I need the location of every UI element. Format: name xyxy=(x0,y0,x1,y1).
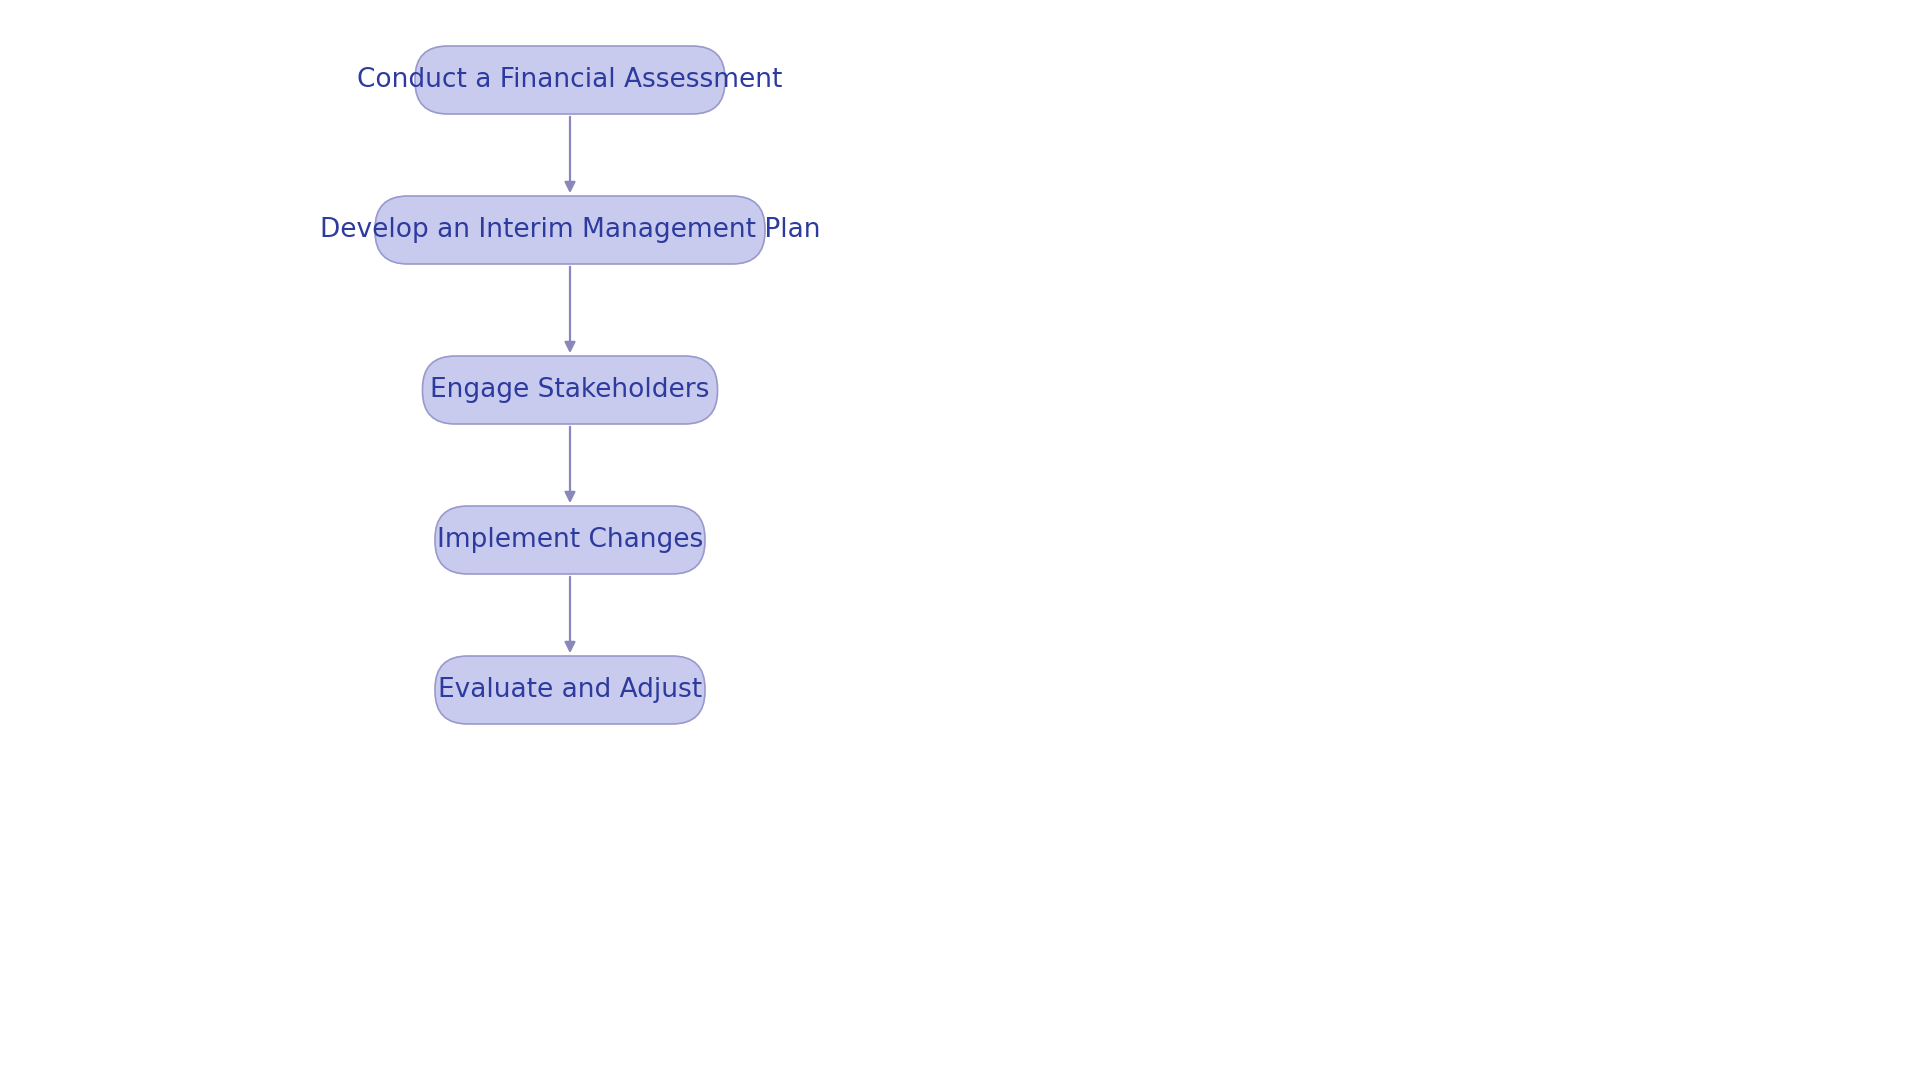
FancyBboxPatch shape xyxy=(422,356,718,425)
Text: Develop an Interim Management Plan: Develop an Interim Management Plan xyxy=(321,217,820,243)
FancyBboxPatch shape xyxy=(374,196,764,264)
FancyBboxPatch shape xyxy=(436,656,705,725)
FancyBboxPatch shape xyxy=(436,506,705,574)
FancyBboxPatch shape xyxy=(415,45,726,114)
Text: Engage Stakeholders: Engage Stakeholders xyxy=(430,377,710,403)
Text: Implement Changes: Implement Changes xyxy=(438,527,703,553)
Text: Conduct a Financial Assessment: Conduct a Financial Assessment xyxy=(357,67,783,93)
Text: Evaluate and Adjust: Evaluate and Adjust xyxy=(438,677,703,703)
